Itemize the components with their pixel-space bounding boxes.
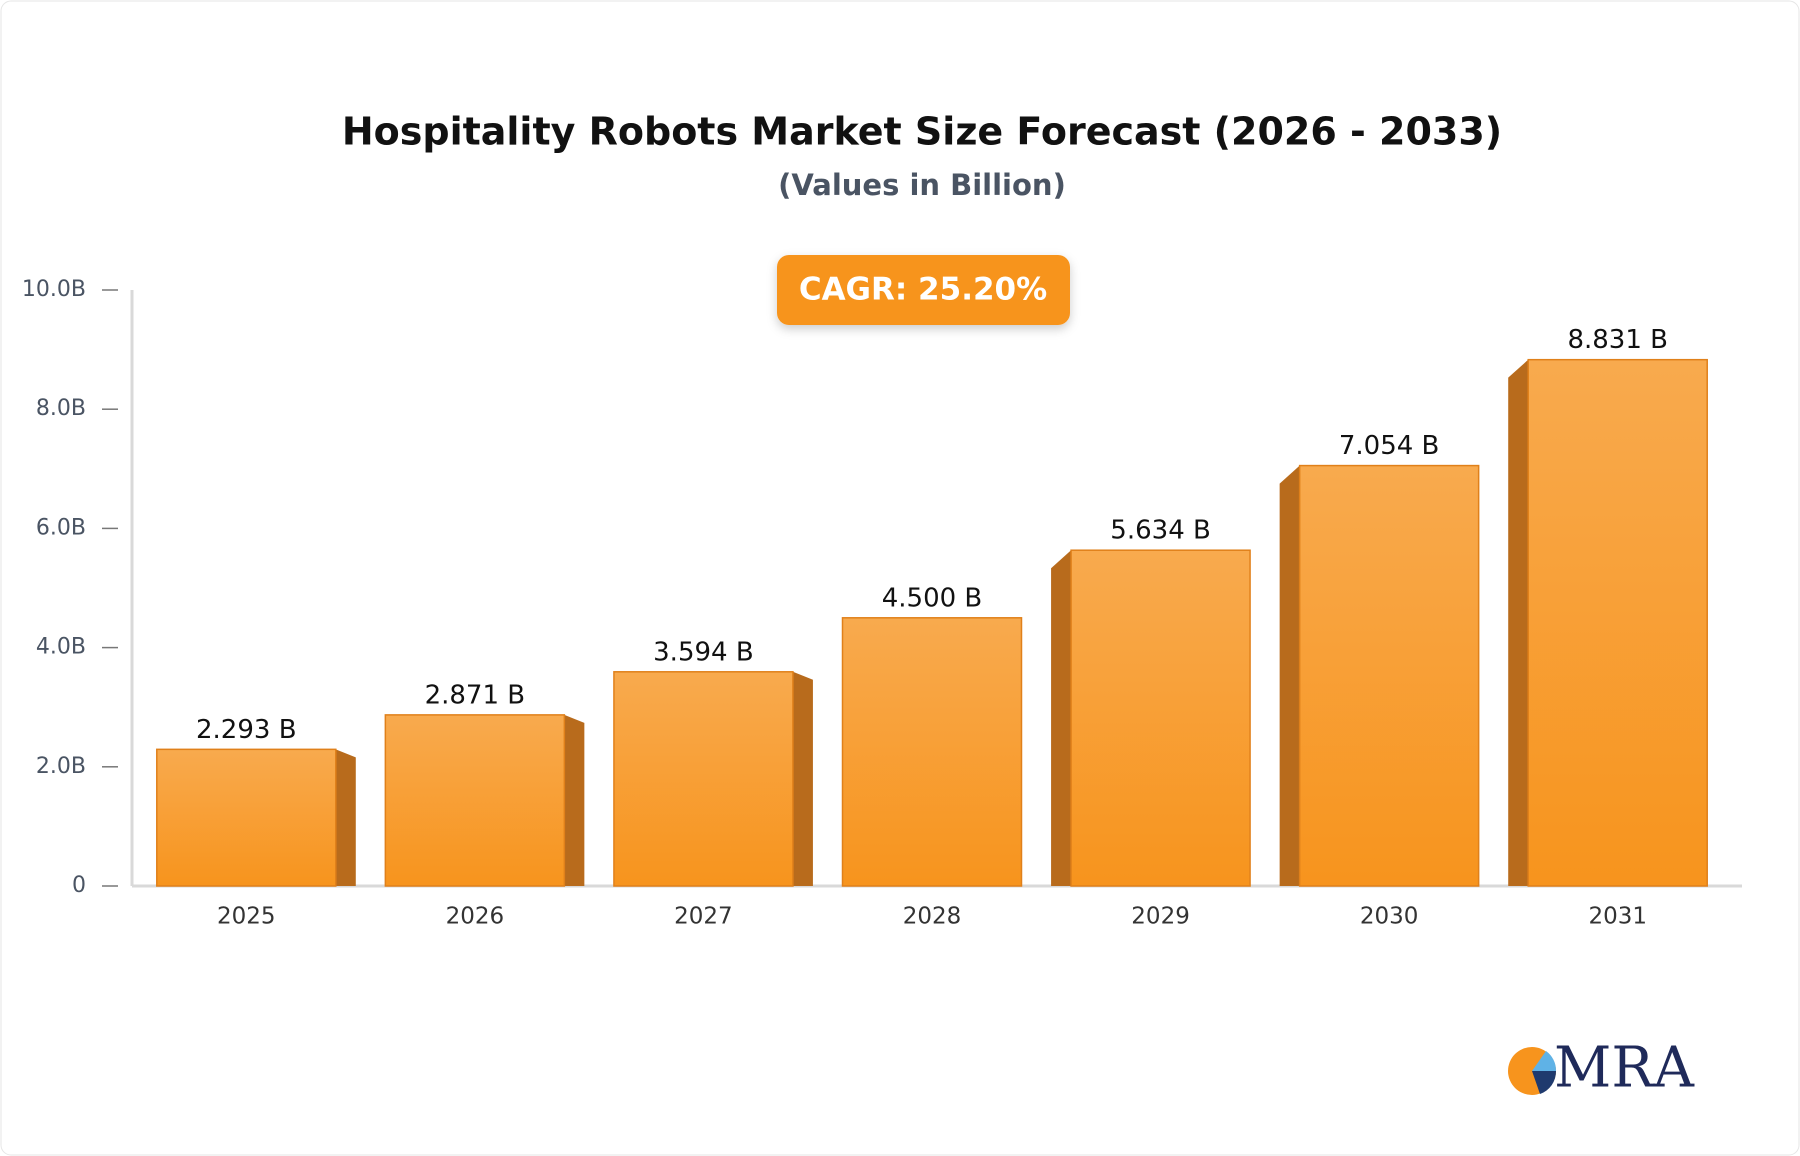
y-tick-label: 8.0B bbox=[36, 396, 86, 421]
x-tick-label: 2026 bbox=[446, 904, 505, 930]
bar bbox=[1298, 464, 1480, 887]
bar-side bbox=[335, 749, 356, 886]
bar bbox=[156, 748, 337, 887]
logo-icon-part bbox=[1532, 1071, 1557, 1094]
value-label: 2.293 B bbox=[196, 715, 297, 745]
x-tick-label: 2025 bbox=[217, 904, 276, 930]
logo: MRA bbox=[1508, 1036, 1695, 1101]
bar bbox=[841, 617, 1023, 887]
bar bbox=[384, 714, 566, 887]
x-tick-label: 2028 bbox=[903, 904, 962, 930]
value-label: 4.500 B bbox=[882, 583, 983, 613]
x-tick-label: 2030 bbox=[1360, 904, 1419, 930]
value-label: 5.634 B bbox=[1110, 516, 1211, 546]
y-tick-label: 10.0B bbox=[22, 277, 86, 302]
bar bbox=[1070, 549, 1251, 887]
cagr-badge bbox=[777, 255, 1070, 325]
y-tick-label: 0 bbox=[72, 873, 86, 898]
value-label: 2.871 B bbox=[425, 680, 526, 710]
x-tick-label: 2031 bbox=[1588, 904, 1647, 930]
value-label: 7.054 B bbox=[1339, 431, 1440, 461]
bar-side bbox=[1051, 550, 1072, 886]
y-tick-label: 6.0B bbox=[36, 515, 86, 540]
y-tick-label: 4.0B bbox=[36, 635, 86, 660]
logo-icon-part bbox=[1532, 1051, 1557, 1071]
bar-side bbox=[1508, 359, 1529, 887]
x-tick-label: 2027 bbox=[674, 904, 733, 930]
y-tick-label: 2.0B bbox=[36, 754, 86, 779]
x-tick-label: 2029 bbox=[1131, 904, 1190, 930]
value-label: 3.594 B bbox=[653, 637, 754, 667]
chart-subtitle: (Values in Billion) bbox=[778, 168, 1066, 202]
bar bbox=[613, 671, 794, 887]
bar-side bbox=[564, 714, 585, 886]
chart-title: Hospitality Robots Market Size Forecast … bbox=[342, 110, 1502, 154]
bar-side bbox=[792, 671, 813, 886]
value-label: 8.831 B bbox=[1567, 325, 1668, 355]
logo-text: MRA bbox=[1554, 1036, 1695, 1101]
bar-side bbox=[1279, 465, 1300, 886]
bar bbox=[1527, 358, 1708, 887]
cagr-label: CAGR: 25.20% bbox=[799, 272, 1047, 308]
